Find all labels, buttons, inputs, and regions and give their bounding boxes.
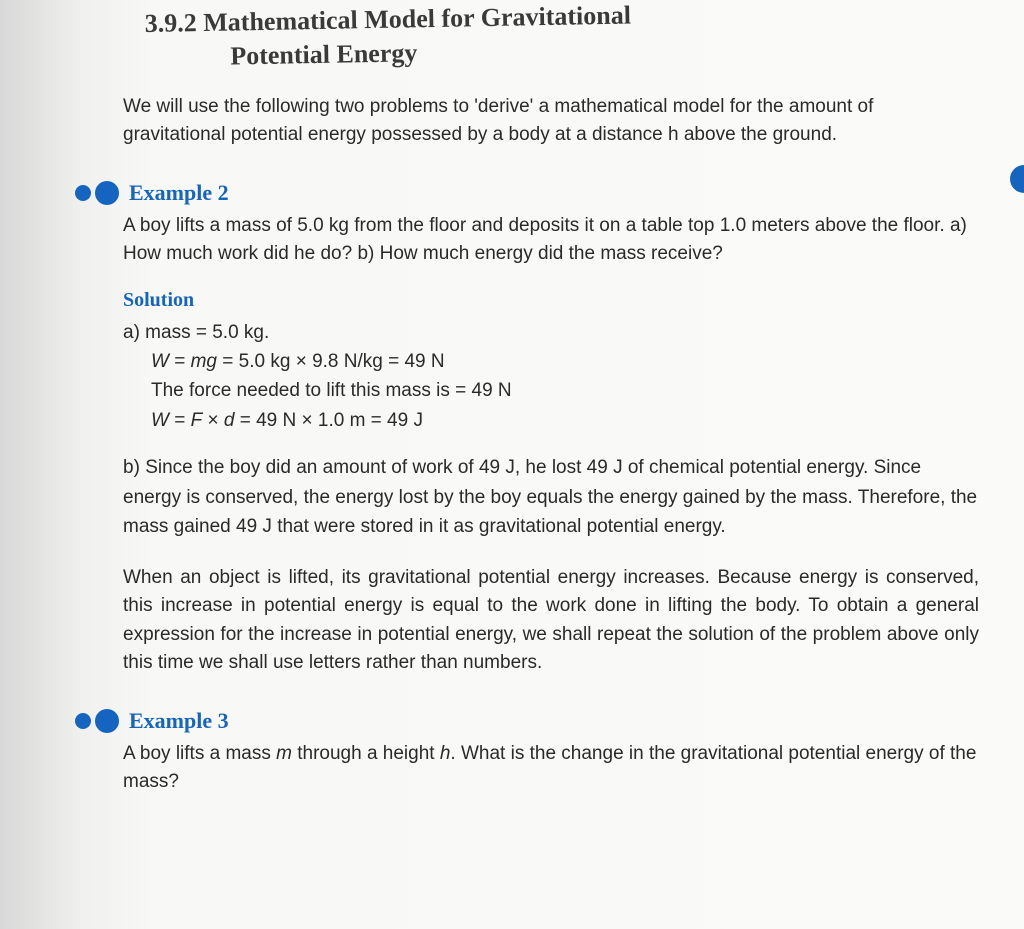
problem-text-1: A boy lifts a mass xyxy=(123,743,276,764)
heading-line-1: Mathematical Model for Gravitational xyxy=(203,1,631,37)
transition-paragraph: When an object is lifted, its gravitatio… xyxy=(115,564,979,678)
bullet-small-icon xyxy=(75,185,91,201)
intro-paragraph: We will use the following two problems t… xyxy=(115,93,979,150)
part-a-label: a) mass = 5.0 kg. xyxy=(123,318,979,347)
solution-part-b: b) Since the boy did an amount of work o… xyxy=(115,453,979,541)
margin-dot-icon xyxy=(1010,165,1024,193)
solution-label: Solution xyxy=(115,289,979,312)
bullet-small-icon xyxy=(75,713,91,729)
example-2-title: Example 2 xyxy=(129,180,229,206)
solution-part-a: a) mass = 5.0 kg. W = mg = 5.0 kg × 9.8 … xyxy=(115,318,979,436)
part-a-line-3: W = F × d = 49 N × 1.0 m = 49 J xyxy=(123,406,979,435)
problem-var-m: m xyxy=(276,743,292,764)
problem-var-h: h xyxy=(440,743,451,764)
bullet-large-icon xyxy=(95,181,119,205)
example-3-title: Example 3 xyxy=(129,708,229,734)
part-b-text: Since the boy did an amount of work of 4… xyxy=(123,457,977,537)
problem-text-2: through a height xyxy=(292,743,440,764)
section-heading: 3.9.2 Mathematical Model for Gravitation… xyxy=(114,0,979,75)
example-3-problem: A boy lifts a mass m through a height h.… xyxy=(115,740,979,797)
example-2-problem: A boy lifts a mass of 5.0 kg from the fl… xyxy=(115,212,979,269)
part-a-line-2: The force needed to lift this mass is = … xyxy=(123,376,979,405)
part-b-label: b) xyxy=(123,457,140,478)
part-a-line-1: W = mg = 5.0 kg × 9.8 N/kg = 49 N xyxy=(123,347,979,376)
example-2-header: Example 2 xyxy=(75,180,979,206)
bullet-large-icon xyxy=(95,709,119,733)
section-number: 3.9.2 xyxy=(145,8,197,38)
example-3-header: Example 3 xyxy=(75,708,979,734)
